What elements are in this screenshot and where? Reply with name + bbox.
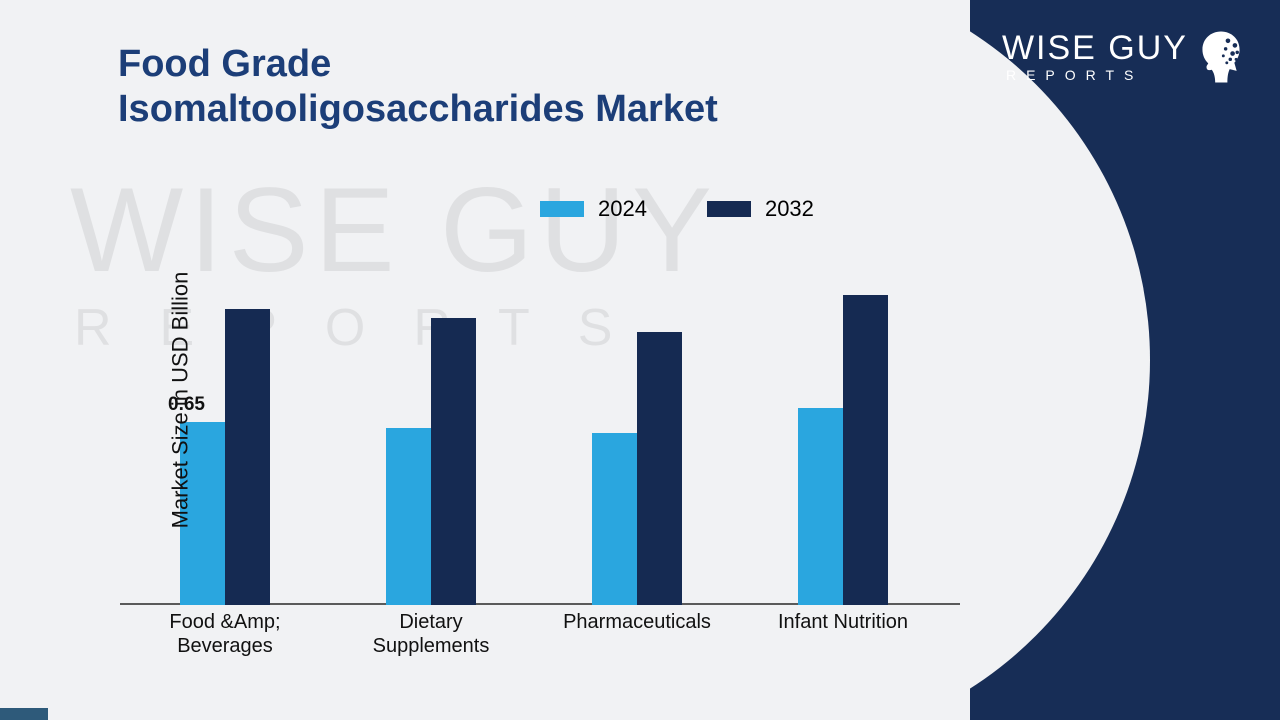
x-axis-category-label: Dietary Supplements [356,610,506,658]
legend-label-2024: 2024 [598,196,647,222]
x-axis-category-label: Pharmaceuticals [562,610,712,634]
x-axis-category-label: Food &Amp; Beverages [150,610,300,658]
bar [592,433,637,605]
bar [843,295,888,605]
x-axis-category-label: Infant Nutrition [768,610,918,634]
bar-group [386,318,476,605]
bar [637,332,682,605]
chart-title: Food Grade Isomaltooligosaccharides Mark… [118,42,798,132]
legend-label-2032: 2032 [765,196,814,222]
bar [386,428,431,605]
brand-name-line2: REPORTS [1002,67,1188,83]
legend-item-2024: 2024 [540,196,647,222]
bottom-accent-bar [0,708,48,720]
bar-group [798,295,888,605]
bar [798,408,843,605]
brand-name-line1: WISE GUY [1002,31,1188,65]
legend-item-2032: 2032 [707,196,814,222]
legend-swatch-2024 [540,201,584,217]
brand-logo: WISE GUY REPORTS [1002,28,1250,86]
legend: 2024 2032 [540,196,814,222]
bar-group: 0.65 [180,309,270,605]
bar [431,318,476,605]
y-axis-label: Market Size in USD Billion [167,272,193,529]
plot-area: 0.65 [120,225,960,605]
bar-group [592,332,682,605]
bar [225,309,270,605]
legend-swatch-2032 [707,201,751,217]
brand-head-icon [1192,28,1250,86]
